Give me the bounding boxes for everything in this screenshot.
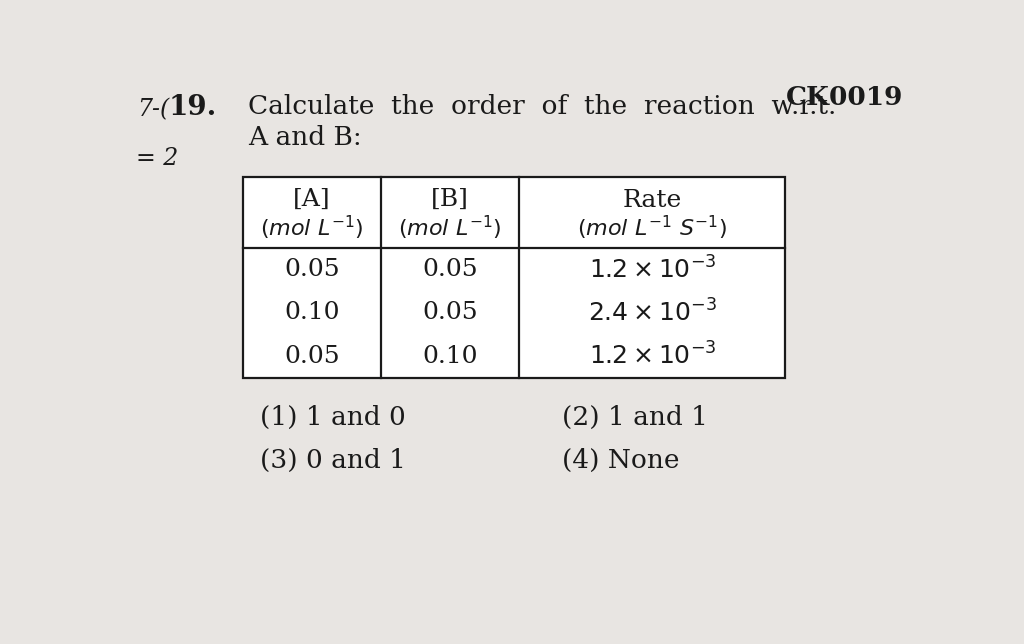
Text: [B]: [B] <box>431 187 469 211</box>
Bar <box>243 177 785 377</box>
Text: [A]: [A] <box>293 187 331 211</box>
Text: $(mol\ L^{-1})$: $(mol\ L^{-1})$ <box>398 213 502 242</box>
Text: 0.05: 0.05 <box>284 258 340 281</box>
Text: Calculate  the  order  of  the  reaction  w.r.t.: Calculate the order of the reaction w.r.… <box>248 94 837 119</box>
Text: CK0019: CK0019 <box>785 85 903 110</box>
Text: A and B:: A and B: <box>248 125 361 150</box>
Text: (4) None: (4) None <box>562 448 680 473</box>
Text: 0.05: 0.05 <box>422 301 478 325</box>
Text: = 2: = 2 <box>136 147 178 169</box>
Text: 7-(: 7-( <box>137 98 170 121</box>
Text: $1.2 \times 10^{-3}$: $1.2 \times 10^{-3}$ <box>589 343 716 370</box>
Text: 0.05: 0.05 <box>422 258 478 281</box>
Text: (1) 1 and 0: (1) 1 and 0 <box>260 405 406 430</box>
Text: $(mol\ L^{-1})$: $(mol\ L^{-1})$ <box>260 213 364 242</box>
Text: Rate: Rate <box>623 189 682 212</box>
Text: 0.10: 0.10 <box>284 301 340 325</box>
Text: 0.05: 0.05 <box>284 345 340 368</box>
Text: 0.10: 0.10 <box>423 345 478 368</box>
Text: 19.: 19. <box>168 94 216 121</box>
Text: (2) 1 and 1: (2) 1 and 1 <box>562 405 708 430</box>
Text: $2.4 \times 10^{-3}$: $2.4 \times 10^{-3}$ <box>588 299 717 327</box>
Text: (3) 0 and 1: (3) 0 and 1 <box>260 448 406 473</box>
Text: $1.2 \times 10^{-3}$: $1.2 \times 10^{-3}$ <box>589 256 716 283</box>
Text: $(mol\ L^{-1}\ S^{-1})$: $(mol\ L^{-1}\ S^{-1})$ <box>578 213 727 242</box>
